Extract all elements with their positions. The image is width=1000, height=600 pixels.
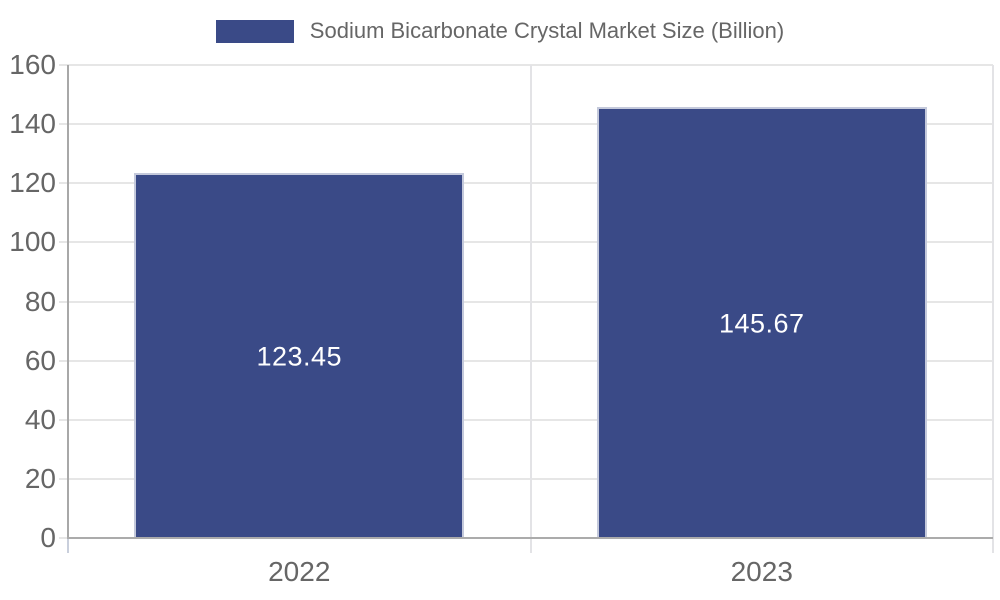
y-tick-label-40: 40 — [24, 403, 56, 435]
x-axis-line — [67, 537, 993, 539]
gridline-40 — [59, 418, 993, 421]
y-tick-label-0: 0 — [40, 522, 56, 553]
bar-value-label: 123.45 — [256, 341, 343, 372]
y-tick-label-120: 120 — [9, 167, 56, 199]
legend-swatch — [215, 19, 294, 43]
y-tick-label-60: 60 — [24, 344, 56, 376]
gridline-140 — [59, 123, 993, 126]
gridline-20 — [59, 477, 993, 480]
legend[interactable]: Sodium Bicarbonate Crystal Market Size (… — [0, 18, 1000, 44]
y-tick-label-160: 160 — [9, 49, 56, 80]
x-axis-labels: 2022 2023 — [68, 555, 993, 587]
y-tick-label-140: 140 — [9, 108, 56, 140]
y-tick-label-20: 20 — [24, 462, 56, 494]
y-tick-label-80: 80 — [24, 285, 56, 317]
x-tick-label-2023: 2023 — [730, 556, 793, 587]
y-tick-label-100: 100 — [9, 226, 56, 258]
gridline-160 — [59, 64, 993, 66]
plot-area: 123.45 145.67 — [59, 64, 994, 553]
y-axis-labels: 0 20 40 60 80 100 120 140 160 — [0, 51, 56, 552]
gridline-60 — [59, 359, 993, 362]
gridline-120 — [59, 182, 993, 185]
y-axis-line — [67, 65, 69, 538]
gridline-80 — [59, 300, 993, 303]
plot-right-border — [992, 65, 994, 553]
bar-value-label: 145.67 — [718, 308, 805, 339]
gridline-100 — [59, 241, 993, 244]
bar-2022[interactable]: 123.45 — [134, 173, 465, 538]
category-boundary-gridline — [529, 65, 532, 553]
x-tick-label-2022: 2022 — [268, 556, 331, 587]
bar-2023[interactable]: 145.67 — [596, 107, 927, 538]
legend-label: Sodium Bicarbonate Crystal Market Size (… — [309, 18, 785, 43]
x-axis-tick — [67, 538, 69, 553]
